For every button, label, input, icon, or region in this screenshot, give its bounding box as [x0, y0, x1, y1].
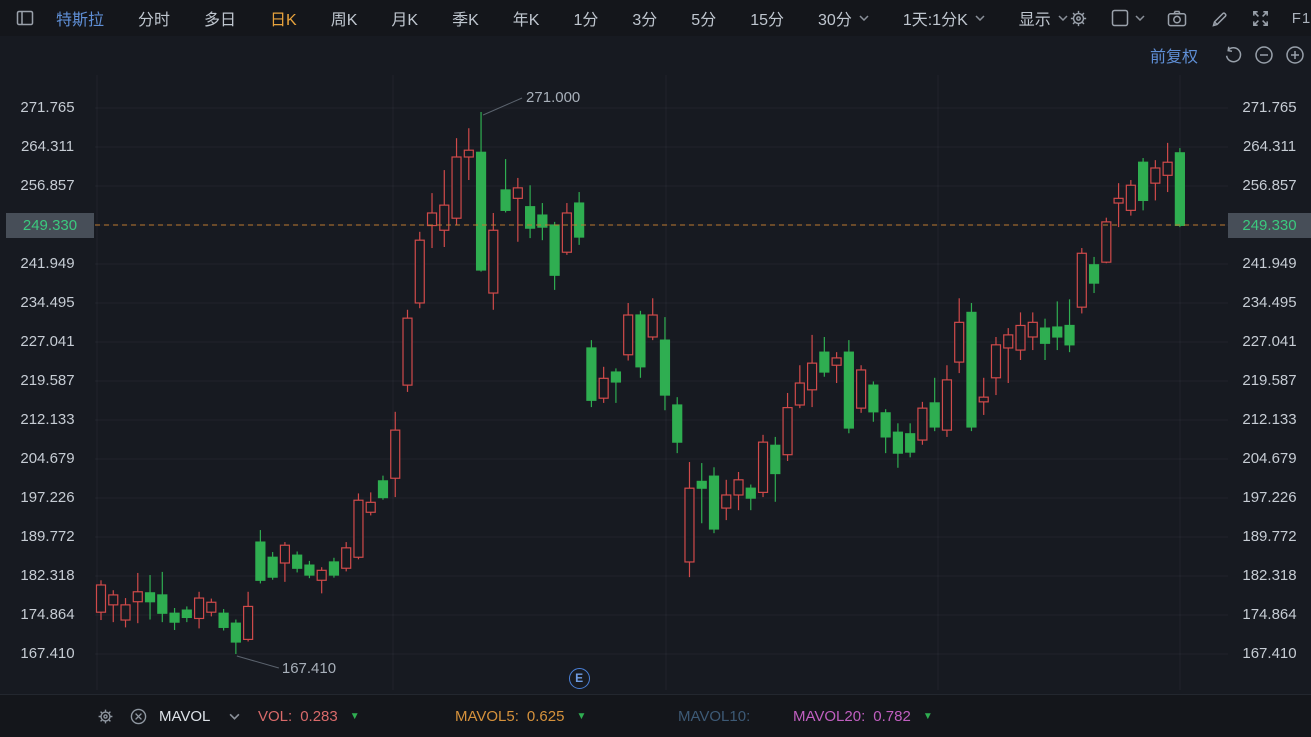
tab-quarterly-k[interactable]: 季K: [452, 12, 479, 29]
indicator-chevron-icon[interactable]: [229, 695, 240, 737]
fullscreen-expand-icon[interactable]: [1250, 8, 1271, 29]
tab-daily-k[interactable]: 日K: [270, 12, 297, 29]
indicator-close-icon[interactable]: [129, 695, 148, 737]
legend-mavol20-value: 0.782: [873, 707, 911, 725]
y-axis-label-right: 271.765: [1242, 99, 1297, 116]
legend-vol-value: 0.283: [300, 707, 338, 725]
earnings-marker[interactable]: E: [568, 668, 590, 689]
tab-3min[interactable]: 3分: [632, 12, 658, 29]
legend-mavol5-value: 0.625: [526, 707, 565, 725]
chevron-down-icon: [975, 15, 985, 21]
y-axis-label-right: 167.410: [1242, 645, 1297, 662]
y-axis-label-left: 234.495: [20, 294, 75, 311]
y-axis-label-right: 182.318: [1242, 567, 1297, 584]
y-axis-label-left: 256.857: [20, 177, 75, 194]
y-axis-label-right: 197.226: [1242, 489, 1297, 506]
y-axis-label-left: 212.133: [20, 411, 75, 428]
y-axis-label-right: 241.949: [1242, 255, 1297, 272]
indicator-settings-gear-icon[interactable]: [96, 695, 115, 737]
forward-adjust-button[interactable]: 前复权: [1149, 49, 1198, 66]
y-axis-label-right: 227.041: [1242, 333, 1297, 350]
tab-stock-name[interactable]: 特斯拉: [56, 12, 105, 29]
dropdown-arrow-icon[interactable]: ▼: [576, 710, 587, 722]
tab-15min[interactable]: 15分: [750, 12, 785, 29]
settings-gear-icon[interactable]: [1068, 8, 1089, 29]
current-price-tag-right: 249.330: [1228, 213, 1311, 238]
legend-mavol5[interactable]: MAVOL5: 0.625 ▼: [455, 695, 586, 737]
y-axis-label-right: 256.857: [1242, 177, 1297, 194]
draw-pencil-icon[interactable]: [1209, 8, 1229, 28]
tab-5min[interactable]: 5分: [691, 12, 717, 29]
tab-1min[interactable]: 1分: [573, 12, 599, 29]
tab-minute-view[interactable]: 分时: [138, 12, 171, 29]
y-axis-label-left: 197.226: [20, 489, 75, 506]
indicator-name-dropdown[interactable]: MAVOL: [159, 695, 210, 737]
indicator-name: MAVOL: [159, 707, 211, 725]
undo-icon[interactable]: [1223, 45, 1243, 65]
f10-info-button[interactable]: F10: [1291, 9, 1311, 27]
tab-multi-day[interactable]: 多日: [204, 12, 237, 29]
legend-mavol10-label: MAVOL10:: [678, 707, 751, 725]
tab-display-menu[interactable]: 显示: [1019, 6, 1068, 30]
current-price-tag-left: 249.330: [6, 213, 94, 238]
legend-vol[interactable]: VOL: 0.283 ▼: [258, 695, 360, 737]
y-axis-label-left: 174.864: [20, 606, 75, 623]
y-axis-label-left: 241.949: [20, 255, 75, 272]
dropdown-arrow-icon[interactable]: ▼: [349, 710, 360, 722]
y-axis-label-left: 271.765: [20, 99, 75, 116]
chevron-down-icon: [859, 15, 869, 21]
zoom-out-icon[interactable]: [1254, 45, 1274, 65]
y-axis-label-left: 182.318: [20, 567, 75, 584]
tab-monthly-k[interactable]: 月K: [391, 12, 419, 29]
chart-window-icon[interactable]: [14, 7, 36, 29]
toolbar: 特斯拉 分时 多日 日K 周K 月K 季K 年K 1分 3分 5分 15分 30分 1天:1分K 显示: [0, 0, 1311, 36]
legend-mavol20[interactable]: MAVOL20: 0.782 ▼: [793, 695, 933, 737]
chevron-down-icon: [1058, 15, 1068, 21]
indicator-legend-bar: MAVOL VOL: 0.283 ▼ MAVOL5: 0.625 ▼ MAVOL10: MAV…: [0, 694, 1311, 737]
y-axis-label-left: 227.041: [20, 333, 75, 350]
y-axis-label-right: 219.587: [1242, 372, 1297, 389]
y-axis-label-left: 204.679: [20, 450, 75, 467]
y-axis-label-right: 234.495: [1242, 294, 1297, 311]
y-axis-label-right: 174.864: [1242, 606, 1297, 623]
legend-mavol10[interactable]: MAVOL10:: [678, 695, 750, 737]
tab-combo-period[interactable]: 1天:1分K: [903, 6, 985, 30]
y-axis-label-left: 189.772: [20, 528, 75, 545]
legend-vol-label: VOL:: [258, 707, 293, 725]
tab-30min[interactable]: 30分: [818, 6, 869, 30]
camera-snapshot-icon[interactable]: [1166, 8, 1188, 29]
toolbar-icons: F10: [1068, 8, 1311, 29]
tab-yearly-k[interactable]: 年K: [512, 12, 540, 29]
y-axis-label-left: 167.410: [20, 645, 75, 662]
y-axis-label-right: 189.772: [1242, 528, 1297, 545]
legend-mavol5-label: MAVOL5:: [455, 707, 519, 725]
y-axis-label-right: 204.679: [1242, 450, 1297, 467]
y-axis-label-right: 264.311: [1242, 138, 1297, 155]
legend-mavol20-label: MAVOL20:: [793, 707, 866, 725]
y-axis-label-right: 212.133: [1242, 411, 1297, 428]
y-axis-label-left: 219.587: [20, 372, 75, 389]
period-tabs: 特斯拉 分时 多日 日K 周K 月K 季K 年K 1分 3分 5分 15分 30分 1天:1分K 显示: [56, 6, 1068, 30]
layout-square-icon[interactable]: [1110, 8, 1145, 28]
tab-weekly-k[interactable]: 周K: [330, 12, 358, 29]
y-axis-label-left: 264.311: [20, 138, 75, 155]
adjustment-controls: 前复权: [1150, 43, 1305, 67]
zoom-in-icon[interactable]: [1285, 45, 1305, 65]
high-price-annotation: 271.000: [526, 89, 581, 106]
dropdown-arrow-icon[interactable]: ▼: [922, 710, 933, 722]
low-price-annotation: 167.410: [281, 659, 337, 677]
